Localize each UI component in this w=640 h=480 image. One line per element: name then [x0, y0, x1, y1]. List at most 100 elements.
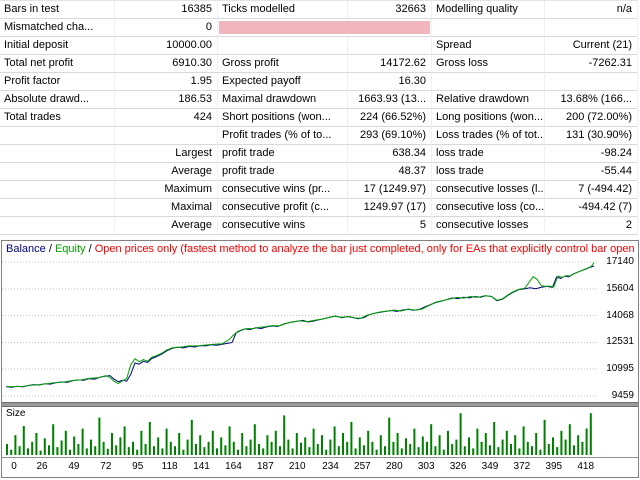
- size-bar: [396, 433, 399, 455]
- size-bar: [22, 426, 25, 455]
- x-axis-label: 164: [225, 461, 242, 472]
- y-axis-label: 10995: [606, 363, 634, 375]
- report-value: 424: [115, 109, 218, 127]
- size-bar: [518, 448, 521, 455]
- size-bar: [232, 441, 235, 455]
- report-label: loss trade: [432, 145, 545, 163]
- report-value: Average: [115, 163, 218, 181]
- report-value: Current (21): [545, 37, 638, 55]
- report-label: Long positions (won...: [432, 109, 545, 127]
- x-axis-label: 395: [545, 461, 563, 472]
- size-bar: [577, 435, 580, 455]
- balance-chart-svg: [2, 261, 598, 397]
- report-value: 638.34: [348, 145, 432, 163]
- report-label: Spread: [432, 37, 545, 55]
- report-label: Loss trades (% of tot...: [432, 127, 545, 145]
- report-label: [0, 217, 115, 235]
- report-value: 48.37: [348, 163, 432, 181]
- chart-legend: Balance / Equity / Open prices only (fas…: [6, 242, 634, 256]
- size-bar: [489, 445, 491, 455]
- x-axis-label: 372: [513, 461, 531, 472]
- report-label: Gross loss: [432, 55, 545, 73]
- report-label: [432, 73, 545, 91]
- size-bar: [350, 422, 353, 455]
- y-axis-label: 15604: [606, 282, 634, 294]
- size-bar: [337, 446, 340, 455]
- size-bar: [10, 449, 13, 455]
- x-axis-label: 303: [417, 461, 435, 472]
- size-bar: [316, 444, 319, 455]
- size-bar: [539, 449, 542, 455]
- size-bar: [73, 436, 76, 455]
- size-bar: [203, 447, 206, 455]
- size-bar: [148, 422, 151, 455]
- report-value: 5: [348, 217, 432, 235]
- report-value: Maximum: [115, 181, 218, 199]
- report-value: Largest: [115, 145, 218, 163]
- size-bar: [363, 445, 365, 455]
- legend-equity-label: Equity: [54, 243, 86, 255]
- report-value: 1249.97 (17): [348, 199, 432, 217]
- report-label: Absolute drawd...: [0, 91, 115, 109]
- size-bar: [430, 424, 433, 455]
- size-bar: [501, 439, 504, 455]
- size-bar: [161, 448, 164, 455]
- x-axis-label: 257: [354, 461, 371, 472]
- size-bar: [228, 426, 231, 455]
- size-bar: [98, 417, 101, 455]
- size-bar: [493, 422, 496, 455]
- size-bar: [295, 433, 298, 455]
- size-bar: [417, 447, 420, 455]
- size-bar: [119, 437, 122, 455]
- size-bar: [329, 439, 332, 455]
- size-bar: [94, 446, 97, 455]
- size-bar: [43, 438, 46, 455]
- size-bar: [379, 435, 382, 455]
- report-label: Mismatched cha...: [0, 19, 115, 37]
- size-bar: [308, 447, 311, 455]
- size-bar: [253, 424, 256, 455]
- size-bar: [266, 435, 269, 455]
- size-bar: [346, 441, 349, 455]
- size-bar: [510, 444, 512, 455]
- size-bar: [312, 428, 315, 455]
- size-bar: [304, 437, 307, 455]
- x-axis-label: 210: [288, 461, 306, 472]
- size-bar: [237, 449, 239, 455]
- size-bar: [18, 446, 21, 455]
- size-bar: [77, 444, 80, 455]
- size-bar: [111, 433, 113, 455]
- size-bar: [468, 437, 470, 455]
- report-label: Gross profit: [218, 55, 348, 73]
- x-axis-label: 118: [161, 461, 178, 472]
- size-bar: [543, 419, 546, 455]
- report-label: [0, 127, 115, 145]
- size-bar: [106, 448, 109, 455]
- report-label: [0, 181, 115, 199]
- chart-panel: Balance / Equity / Open prices only (fas…: [1, 240, 639, 478]
- report-label: Profit trades (% of to...: [218, 127, 348, 145]
- report-table: Bars in test 16385 Ticks modelled 32663 Mode…: [0, 0, 638, 235]
- report-value: Maximal: [115, 199, 218, 217]
- report-value: 6910.30: [115, 55, 218, 73]
- report-value: 0: [115, 19, 218, 37]
- report-value: 224 (66.52%): [348, 109, 432, 127]
- size-bar: [153, 446, 155, 455]
- x-axis-label: 141: [193, 461, 210, 472]
- x-axis-label: 418: [577, 461, 595, 472]
- size-bar: [127, 447, 130, 455]
- size-bar: [157, 437, 160, 455]
- legend-note: Open prices only (fastest method to anal…: [94, 243, 634, 255]
- size-bar: [60, 440, 63, 455]
- size-bar: [392, 441, 395, 455]
- size-bar: [321, 435, 323, 455]
- report-label: consecutive wins: [218, 217, 348, 235]
- report-label: Relative drawdown: [432, 91, 545, 109]
- size-bar: [505, 430, 508, 455]
- size-bar: [102, 441, 105, 455]
- panel-splitter[interactable]: [2, 402, 638, 407]
- size-bar: [169, 441, 172, 455]
- size-bar: [249, 439, 252, 455]
- report-value: Average: [115, 217, 218, 235]
